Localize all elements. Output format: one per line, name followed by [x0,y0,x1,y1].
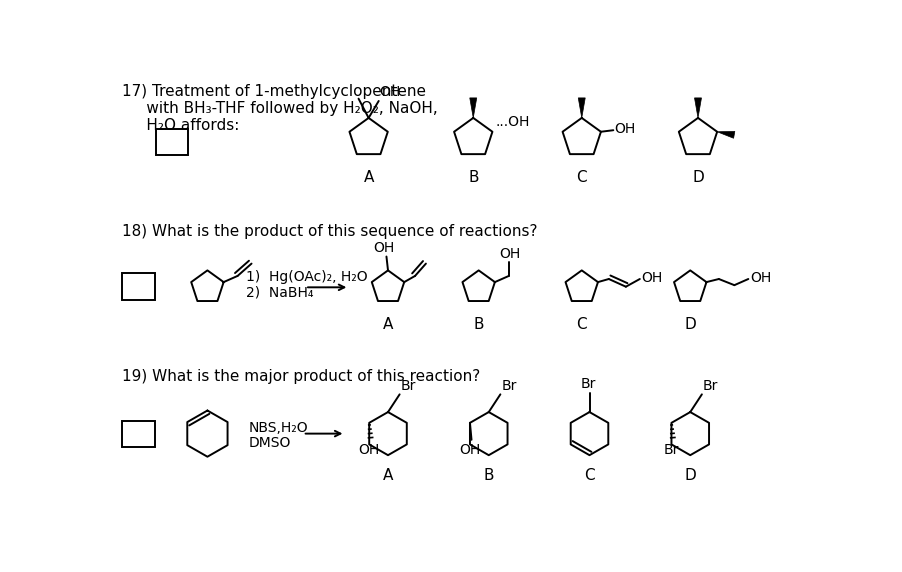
Text: D: D [684,316,695,332]
Text: NBS,H₂O: NBS,H₂O [248,420,308,435]
Text: OH: OH [499,247,520,260]
Bar [155,129,188,155]
Text: H₂O affords:: H₂O affords: [122,118,239,133]
Text: OH: OH [379,85,400,100]
Text: OH: OH [373,241,394,255]
Text: D: D [691,170,703,185]
Text: ...OH: ...OH [495,114,529,129]
Text: OH: OH [613,122,635,137]
Polygon shape [716,132,734,138]
Text: C: C [575,316,586,332]
Text: with BH₃-THF followed by H₂O₂, NaOH,: with BH₃-THF followed by H₂O₂, NaOH, [122,101,437,116]
Text: Br: Br [400,379,415,393]
Text: B: B [483,467,493,483]
Text: A: A [382,467,392,483]
Text: 1)  Hg(OAc)₂, H₂O: 1) Hg(OAc)₂, H₂O [246,271,367,284]
Text: Br: Br [702,379,717,393]
Polygon shape [469,98,476,118]
Text: 2)  NaBH₄: 2) NaBH₄ [246,286,313,300]
Text: A: A [363,170,373,185]
Polygon shape [577,98,584,118]
Text: DMSO: DMSO [248,436,290,450]
Text: Br: Br [501,379,516,393]
Text: D: D [684,467,695,483]
Text: 18) What is the product of this sequence of reactions?: 18) What is the product of this sequence… [122,224,537,239]
Bar [122,273,154,300]
Text: 19) What is the major product of this reaction?: 19) What is the major product of this re… [122,369,480,384]
Text: B: B [467,170,478,185]
Text: OH: OH [749,271,770,285]
Text: OH: OH [640,271,662,285]
Text: OH: OH [459,443,480,457]
Text: B: B [473,316,483,332]
Text: 17) Treatment of 1-methylcyclopentene: 17) Treatment of 1-methylcyclopentene [122,84,426,99]
Polygon shape [694,98,701,118]
Text: Br: Br [580,378,595,391]
Text: A: A [382,316,392,332]
Text: OH: OH [358,443,380,457]
Text: Br: Br [663,443,678,457]
Text: C: C [575,170,586,185]
Text: C: C [584,467,594,483]
Bar [122,422,154,447]
